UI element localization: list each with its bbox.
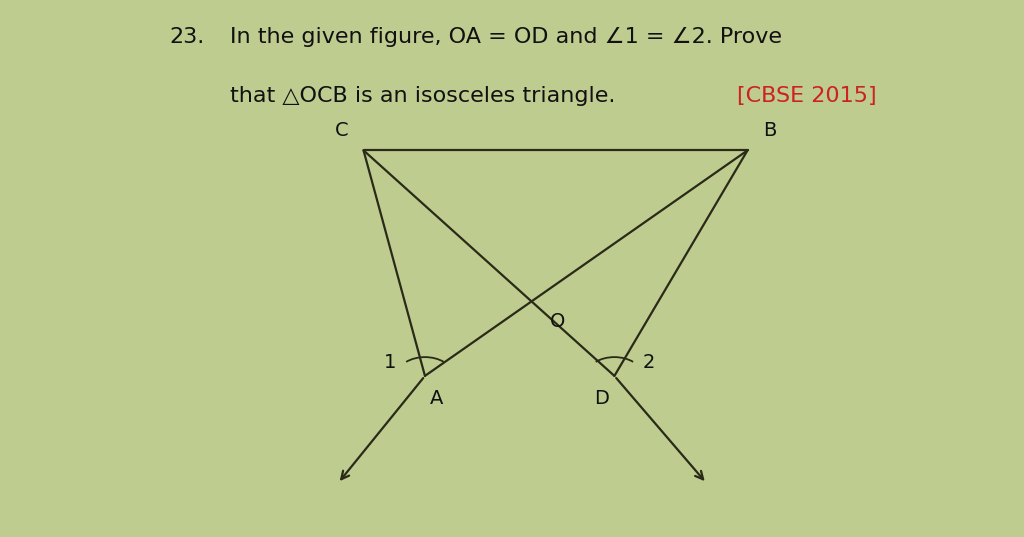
Text: A: A [430,389,443,408]
Text: 2: 2 [643,353,655,372]
Text: C: C [335,121,348,140]
Text: that △OCB is an isosceles triangle.: that △OCB is an isosceles triangle. [230,86,615,106]
Text: In the given figure, OA = OD and ∠1 = ∠2. Prove: In the given figure, OA = OD and ∠1 = ∠2… [230,27,782,47]
Text: B: B [763,121,776,140]
Text: [CBSE 2015]: [CBSE 2015] [737,86,877,106]
Text: 1: 1 [384,353,396,372]
Text: 23.: 23. [169,27,204,47]
Text: D: D [594,389,609,408]
Text: O: O [550,312,565,331]
